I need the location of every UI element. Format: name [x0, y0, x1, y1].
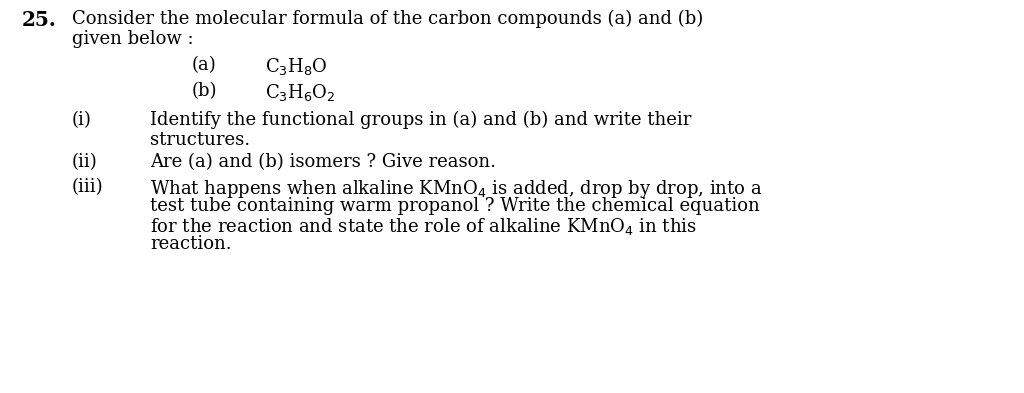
Text: 25.: 25.	[22, 10, 57, 30]
Text: (a): (a)	[193, 56, 217, 74]
Text: given below :: given below :	[72, 30, 194, 48]
Text: C$_3$H$_6$O$_2$: C$_3$H$_6$O$_2$	[265, 82, 336, 103]
Text: (iii): (iii)	[72, 178, 103, 196]
Text: Consider the molecular formula of the carbon compounds (a) and (b): Consider the molecular formula of the ca…	[72, 10, 703, 28]
Text: reaction.: reaction.	[150, 235, 231, 253]
Text: Identify the functional groups in (a) and (b) and write their: Identify the functional groups in (a) an…	[150, 111, 691, 129]
Text: Are (a) and (b) isomers ? Give reason.: Are (a) and (b) isomers ? Give reason.	[150, 153, 496, 171]
Text: for the reaction and state the role of alkaline KMnO$_4$ in this: for the reaction and state the role of a…	[150, 216, 696, 237]
Text: What happens when alkaline KMnO$_4$ is added, drop by drop, into a: What happens when alkaline KMnO$_4$ is a…	[150, 178, 763, 200]
Text: (i): (i)	[72, 111, 92, 129]
Text: (b): (b)	[193, 82, 217, 100]
Text: test tube containing warm propanol ? Write the chemical equation: test tube containing warm propanol ? Wri…	[150, 197, 760, 215]
Text: (ii): (ii)	[72, 153, 97, 171]
Text: structures.: structures.	[150, 131, 250, 149]
Text: C$_3$H$_8$O: C$_3$H$_8$O	[265, 56, 328, 77]
